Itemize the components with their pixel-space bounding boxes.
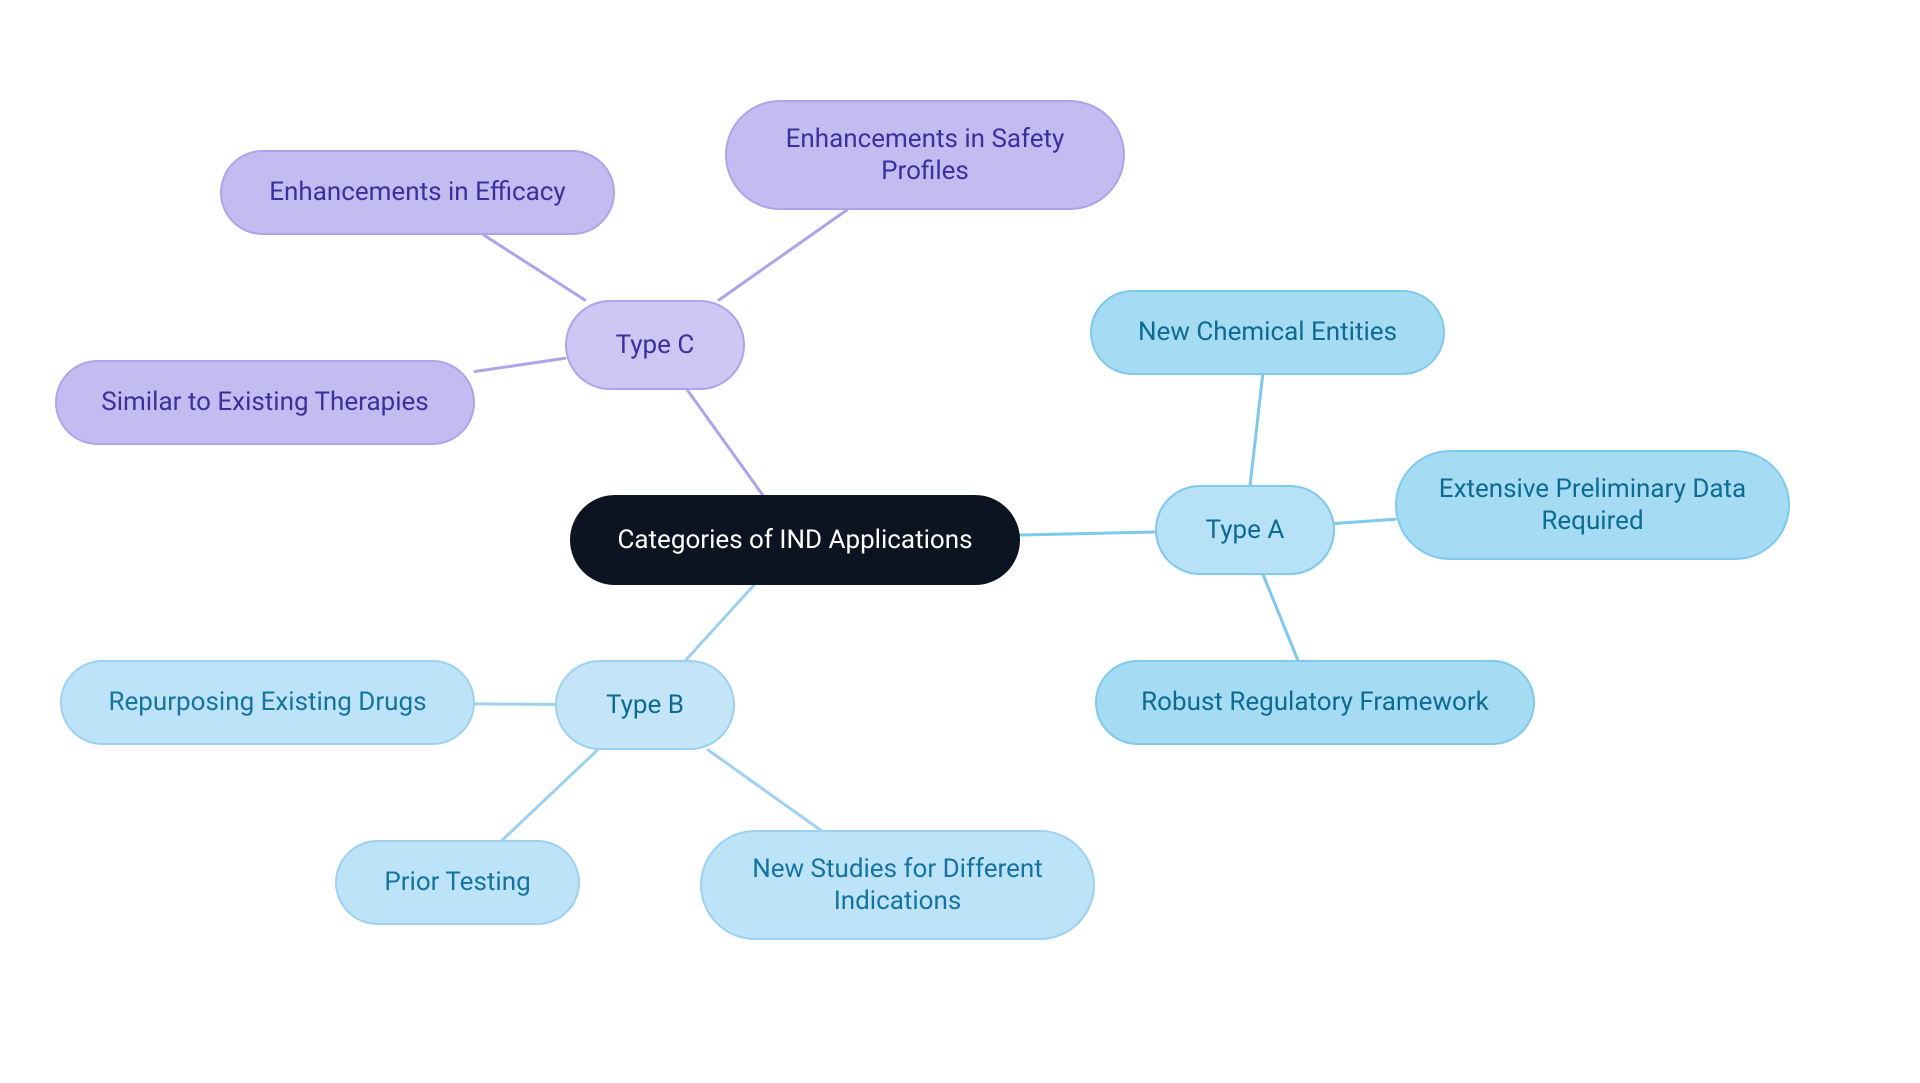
node-label: New Studies for Different Indications — [730, 853, 1065, 918]
node-type-b: Type B — [555, 660, 735, 750]
node-type-c-efficacy: Enhancements in Efficacy — [220, 150, 615, 235]
node-label: Prior Testing — [384, 866, 530, 899]
node-label: Enhancements in Efficacy — [269, 176, 565, 209]
node-label: Repurposing Existing Drugs — [108, 686, 426, 719]
node-label: Similar to Existing Therapies — [101, 386, 428, 419]
node-label: Extensive Preliminary Data Required — [1425, 473, 1760, 538]
node-type-c-similar: Similar to Existing Therapies — [55, 360, 475, 445]
node-label: New Chemical Entities — [1138, 316, 1397, 349]
node-type-a: Type A — [1155, 485, 1335, 575]
node-type-b-prior: Prior Testing — [335, 840, 580, 925]
node-type-b-label: Type B — [606, 689, 684, 722]
node-type-a-nce: New Chemical Entities — [1090, 290, 1445, 375]
node-type-a-data: Extensive Preliminary Data Required — [1395, 450, 1790, 560]
node-root: Categories of IND Applications — [570, 495, 1020, 585]
node-type-c-safety: Enhancements in Safety Profiles — [725, 100, 1125, 210]
node-label: Robust Regulatory Framework — [1141, 686, 1489, 719]
node-root-label: Categories of IND Applications — [617, 524, 972, 557]
node-type-b-repurpose: Repurposing Existing Drugs — [60, 660, 475, 745]
node-label: Enhancements in Safety Profiles — [755, 123, 1095, 188]
node-type-b-newstudies: New Studies for Different Indications — [700, 830, 1095, 940]
node-type-c: Type C — [565, 300, 745, 390]
mindmap-canvas: Categories of IND Applications Type A Ne… — [0, 0, 1920, 1083]
node-type-c-label: Type C — [616, 329, 695, 362]
node-type-a-reg: Robust Regulatory Framework — [1095, 660, 1535, 745]
node-type-a-label: Type A — [1206, 514, 1285, 547]
